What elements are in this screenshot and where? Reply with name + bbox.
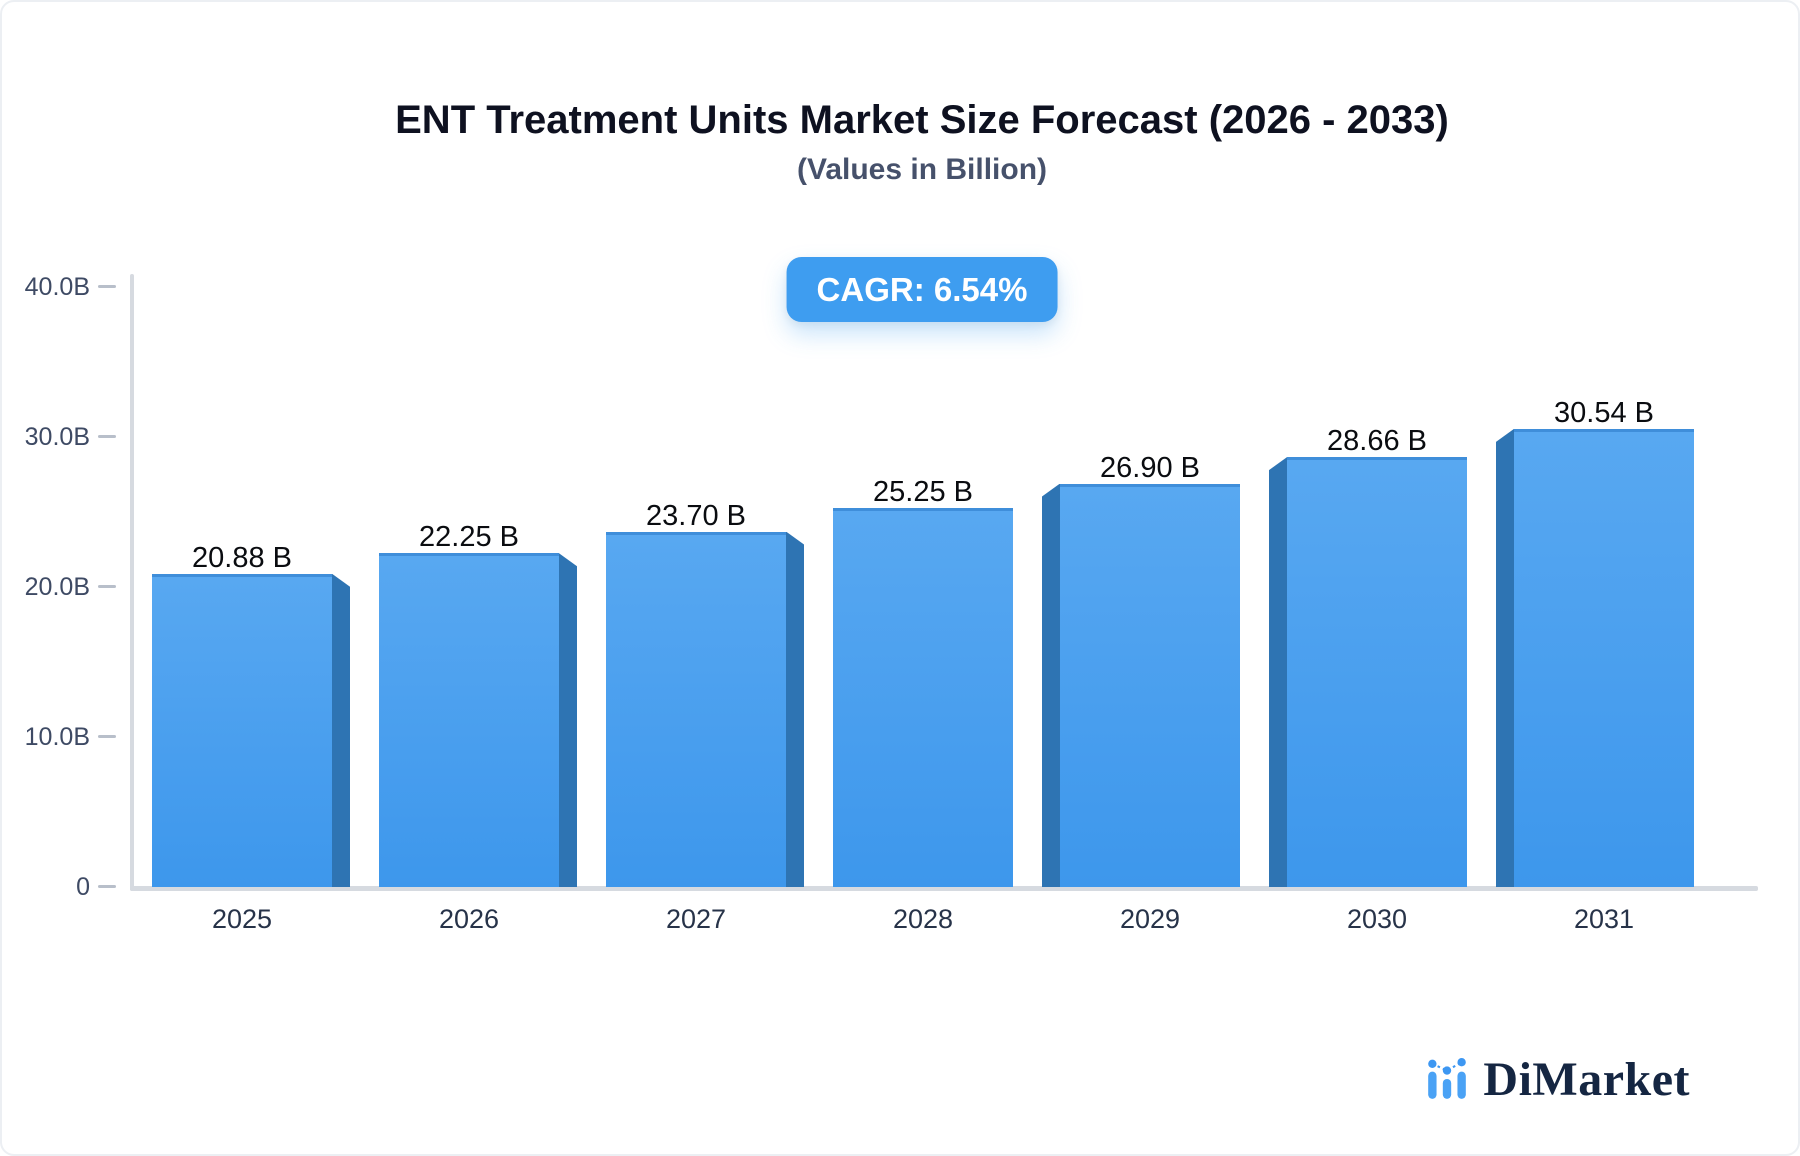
x-tick-label-2025: 2025	[211, 904, 273, 934]
y-tick-mark	[98, 885, 116, 888]
cagr-badge: CAGR: 6.54%	[786, 257, 1058, 322]
y-tick-label-30.0B: 30.0B	[24, 423, 90, 451]
x-tick-label-2027: 2027	[665, 904, 727, 934]
bar-value-label-2031: 30.54 B	[1554, 396, 1654, 429]
y-tick-mark	[98, 585, 116, 588]
bar-side-2026	[559, 553, 577, 887]
x-tick-label-2031: 2031	[1573, 904, 1635, 934]
bar-face-2031	[1514, 428, 1694, 887]
x-tick-label-2026: 2026	[438, 904, 500, 934]
bar-value-label-2029: 26.90 B	[1100, 451, 1200, 484]
cagr-badge-label: CAGR: 6.54%	[816, 271, 1028, 308]
x-tick-label-2029: 2029	[1119, 904, 1181, 934]
bar-value-label-2025: 20.88 B	[192, 541, 292, 574]
bar-side-2030	[1269, 457, 1287, 887]
chart-title: ENT Treatment Units Market Size Forecast…	[395, 98, 1449, 142]
dimarket-logo: DiMarket	[1424, 1056, 1690, 1104]
y-axis-line	[130, 274, 134, 891]
x-tick-label-2028: 2028	[892, 904, 954, 934]
y-tick-mark	[98, 285, 116, 288]
bar-value-label-2026: 22.25 B	[419, 521, 519, 554]
bar-face-2027	[606, 531, 786, 887]
bar-value-label-2027: 23.70 B	[646, 499, 746, 532]
x-axis-line	[130, 886, 1758, 891]
bar-side-2027	[786, 531, 804, 887]
dimarket-logo-icon	[1428, 1058, 1467, 1099]
y-tick-label-0: 0	[76, 873, 90, 901]
chart-subtitle: (Values in Billion)	[796, 153, 1048, 186]
bar-side-2025	[332, 573, 350, 887]
bar-face-2025	[152, 573, 332, 887]
dimarket-logo-text: DiMarket	[1483, 1053, 1690, 1106]
bar-face-2026	[379, 553, 559, 887]
bar-value-label-2030: 28.66 B	[1327, 425, 1427, 458]
bar-value-label-2028: 25.25 B	[873, 476, 973, 509]
bar-side-2031	[1496, 428, 1514, 887]
y-tick-mark	[98, 435, 116, 438]
y-tick-label-40.0B: 40.0B	[24, 273, 90, 301]
bar-face-2028	[833, 508, 1013, 887]
y-tick-mark	[98, 735, 116, 738]
bar-face-2029	[1060, 483, 1240, 887]
x-tick-label-2030: 2030	[1346, 904, 1408, 934]
y-tick-label-20.0B: 20.0B	[24, 573, 90, 601]
bar-side-2029	[1042, 483, 1060, 887]
y-tick-label-10.0B: 10.0B	[24, 723, 90, 751]
bar-face-2030	[1287, 457, 1467, 887]
